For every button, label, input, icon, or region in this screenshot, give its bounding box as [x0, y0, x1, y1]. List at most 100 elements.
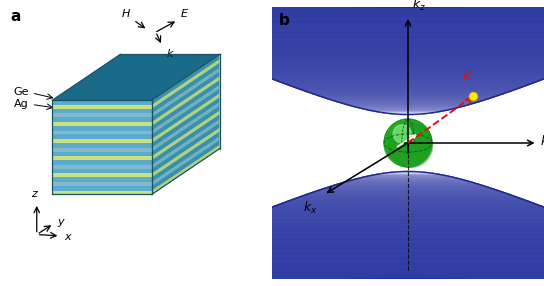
Polygon shape [224, 60, 544, 65]
Polygon shape [369, 110, 447, 111]
Polygon shape [299, 89, 517, 92]
Polygon shape [327, 98, 489, 101]
Polygon shape [106, 265, 544, 274]
Polygon shape [380, 112, 436, 114]
Polygon shape [214, 224, 544, 230]
Polygon shape [366, 109, 450, 110]
Polygon shape [134, 24, 544, 31]
Polygon shape [287, 198, 529, 202]
Polygon shape [293, 196, 523, 199]
Polygon shape [134, 255, 544, 262]
Polygon shape [322, 187, 494, 189]
Text: $k_x$: $k_x$ [303, 200, 317, 216]
Polygon shape [265, 206, 544, 210]
Polygon shape [350, 179, 466, 181]
Text: $k_y$: $k_y$ [540, 134, 544, 152]
Polygon shape [250, 211, 544, 216]
Text: Ge: Ge [14, 87, 29, 96]
Polygon shape [172, 39, 544, 46]
Polygon shape [52, 130, 152, 134]
Circle shape [393, 125, 411, 143]
Text: $k_z$: $k_z$ [412, 0, 426, 13]
Polygon shape [387, 172, 429, 173]
Polygon shape [362, 176, 454, 178]
Polygon shape [152, 67, 220, 117]
Polygon shape [354, 106, 462, 108]
Polygon shape [387, 113, 429, 114]
Text: $H$: $H$ [121, 7, 131, 19]
Polygon shape [337, 102, 479, 104]
Text: $z$: $z$ [32, 189, 40, 199]
Polygon shape [341, 103, 475, 105]
Polygon shape [332, 184, 484, 186]
Polygon shape [160, 34, 544, 41]
Polygon shape [311, 93, 505, 96]
Polygon shape [287, 84, 529, 88]
Polygon shape [380, 112, 436, 113]
Polygon shape [358, 108, 458, 109]
Polygon shape [0, 0, 544, 114]
Polygon shape [52, 173, 152, 177]
Text: $k$: $k$ [166, 47, 175, 59]
Polygon shape [147, 249, 544, 257]
Polygon shape [52, 113, 152, 117]
Polygon shape [305, 192, 511, 195]
Polygon shape [147, 29, 544, 37]
Polygon shape [52, 100, 152, 194]
Text: $k$: $k$ [462, 68, 473, 84]
Polygon shape [106, 12, 544, 21]
Polygon shape [214, 56, 544, 62]
Circle shape [384, 119, 432, 167]
Polygon shape [75, 277, 544, 286]
Polygon shape [337, 182, 479, 184]
Polygon shape [242, 214, 544, 219]
Polygon shape [152, 110, 220, 160]
Polygon shape [0, 172, 544, 286]
Polygon shape [91, 6, 544, 15]
Polygon shape [75, 0, 544, 9]
Text: $y$: $y$ [57, 217, 66, 229]
Polygon shape [52, 122, 152, 126]
Polygon shape [152, 59, 220, 109]
Polygon shape [52, 139, 152, 143]
Polygon shape [183, 44, 544, 50]
Polygon shape [52, 156, 152, 160]
Polygon shape [332, 100, 484, 102]
Polygon shape [373, 111, 443, 112]
Polygon shape [258, 208, 544, 212]
Text: $x$: $x$ [64, 232, 73, 242]
Text: b: b [279, 13, 289, 29]
Polygon shape [120, 260, 544, 268]
Polygon shape [52, 54, 220, 100]
Polygon shape [299, 194, 517, 197]
Polygon shape [52, 105, 152, 109]
Polygon shape [152, 76, 220, 126]
Polygon shape [152, 102, 220, 152]
Polygon shape [59, 0, 544, 3]
Polygon shape [152, 145, 220, 194]
Polygon shape [273, 203, 543, 207]
Polygon shape [345, 180, 471, 182]
Polygon shape [293, 87, 523, 90]
Polygon shape [52, 182, 152, 186]
Polygon shape [183, 236, 544, 242]
Polygon shape [317, 95, 499, 98]
Polygon shape [369, 175, 447, 176]
Polygon shape [322, 97, 494, 99]
Text: Ag: Ag [14, 99, 29, 108]
Polygon shape [380, 172, 436, 174]
Polygon shape [345, 104, 471, 106]
Polygon shape [354, 178, 462, 180]
Polygon shape [205, 52, 544, 58]
Text: $E$: $E$ [181, 7, 189, 19]
Polygon shape [52, 190, 152, 194]
Circle shape [388, 124, 432, 168]
Polygon shape [341, 181, 475, 183]
Text: a: a [11, 9, 21, 23]
Polygon shape [152, 54, 220, 194]
Polygon shape [194, 48, 544, 54]
Polygon shape [311, 190, 505, 193]
Polygon shape [52, 148, 152, 152]
Polygon shape [317, 188, 499, 191]
Polygon shape [305, 91, 511, 94]
